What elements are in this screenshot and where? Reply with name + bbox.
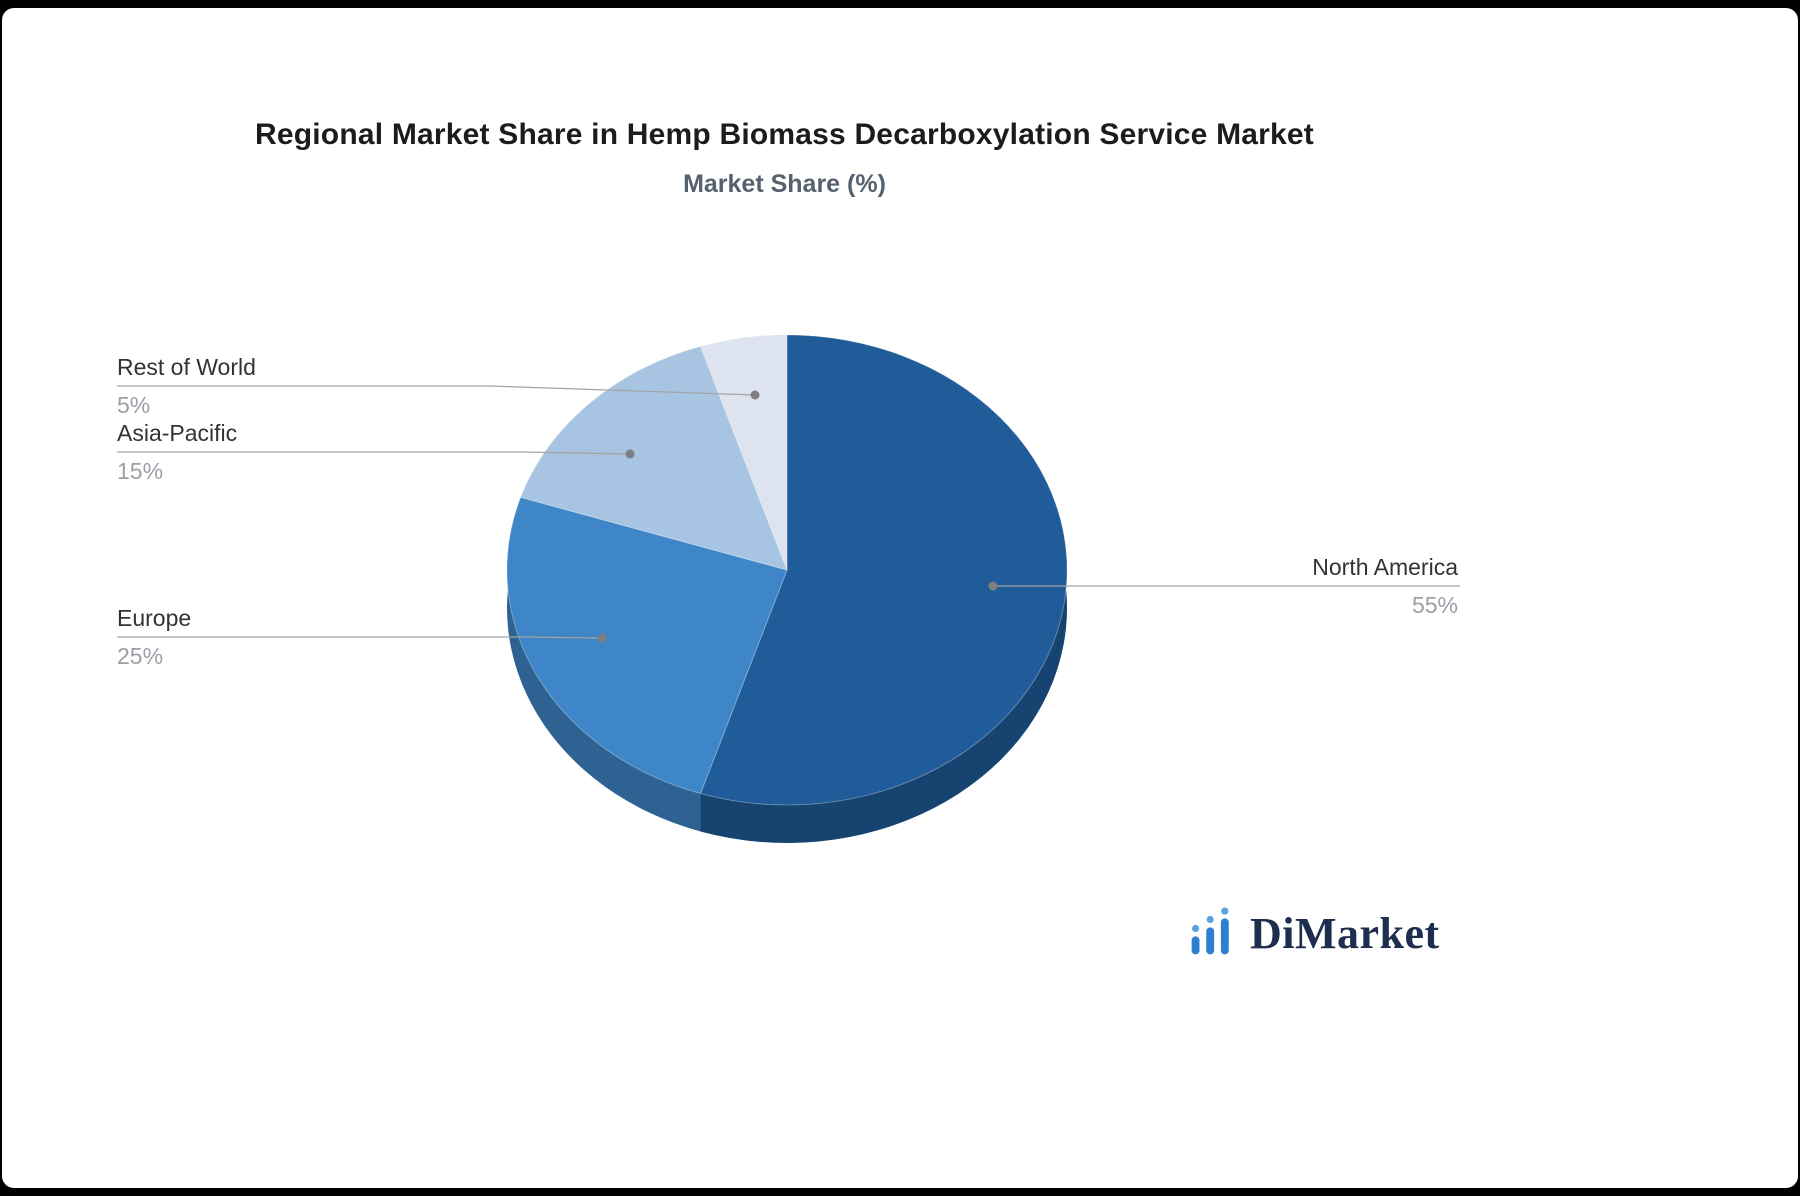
pie-slice-europe [506,496,788,795]
chart-title: Regional Market Share in Hemp Biomass De… [255,118,1314,151]
slice-label-north-america: North America [1312,554,1458,580]
slice-value-asia-pacific: 15% [117,458,164,484]
leader-line-europe [117,636,603,639]
leader-dot-europe [597,633,607,643]
pie-slice-north-america [699,334,1068,806]
leader-dot-rest-of-world [750,390,760,400]
chart-canvas: Regional Market Share in Hemp Biomass De… [2,8,1798,1188]
pie-slice-depth-europe [506,497,701,832]
dimarket-logo: DiMarket [1186,906,1440,960]
slice-label-asia-pacific: Asia-Pacific [117,420,238,446]
pie-chart [117,334,1460,844]
leader-dot-north-america [988,581,998,591]
dimarket-logo-icon [1191,907,1229,955]
pie-slice-asia-pacific [520,345,788,571]
slice-value-north-america: 55% [1411,592,1458,618]
slice-label-europe: Europe [117,605,192,631]
chart-subtitle: Market Share (%) [683,170,886,198]
slice-value-europe: 25% [117,643,164,669]
leader-line-rest-of-world [117,385,756,396]
leader-line-asia-pacific [117,451,631,455]
slice-value-rest-of-world: 5% [117,392,151,418]
dimarket-logo-text: DiMarket [1250,908,1440,958]
leader-dot-asia-pacific [625,449,635,459]
slice-label-rest-of-world: Rest of World [117,354,256,380]
